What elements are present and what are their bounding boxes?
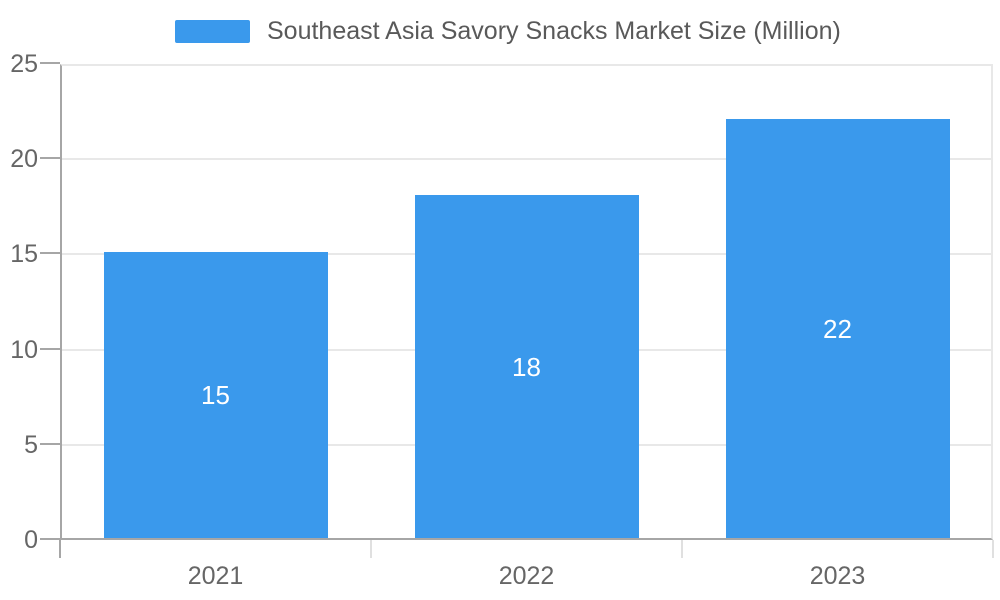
bar-2021[interactable]: 15 [103, 252, 328, 538]
y-tick-label-20: 20 [10, 145, 38, 174]
x-axis-tick-0 [59, 540, 61, 558]
y-axis-tick-0 [40, 538, 60, 540]
legend-swatch [175, 20, 250, 43]
y-tick-label-15: 15 [10, 240, 38, 269]
bar-2023[interactable]: 22 [725, 119, 950, 538]
x-tick-label-2021: 2021 [187, 562, 244, 590]
y-tick-label-0: 0 [24, 526, 38, 554]
bar-2022[interactable]: 18 [414, 195, 639, 538]
bar-value-label-2022: 18 [512, 351, 541, 382]
y-tick-label-25: 25 [10, 50, 38, 78]
y-axis-tick-5 [40, 442, 60, 445]
gridline-y-20 [62, 158, 991, 161]
x-tick-label-2022: 2022 [498, 562, 555, 590]
y-axis-tick-10 [40, 347, 60, 350]
y-tick-label-5: 5 [24, 430, 38, 459]
y-axis-tick-15 [40, 252, 60, 255]
x-axis-tick-3 [992, 540, 994, 558]
x-axis-tick-1 [370, 540, 372, 558]
plot-area: 15 18 22 [60, 64, 993, 540]
x-tick-label-2023: 2023 [809, 562, 866, 590]
x-axis-tick-2 [681, 540, 683, 558]
legend-label: Southeast Asia Savory Snacks Market Size… [267, 17, 841, 45]
y-axis-tick-25 [40, 62, 60, 64]
bar-value-label-2023: 22 [823, 313, 852, 344]
y-tick-label-10: 10 [10, 335, 38, 364]
bar-value-label-2021: 15 [201, 380, 230, 411]
y-axis-tick-20 [40, 157, 60, 160]
legend-item[interactable]: Southeast Asia Savory Snacks Market Size… [175, 17, 841, 46]
